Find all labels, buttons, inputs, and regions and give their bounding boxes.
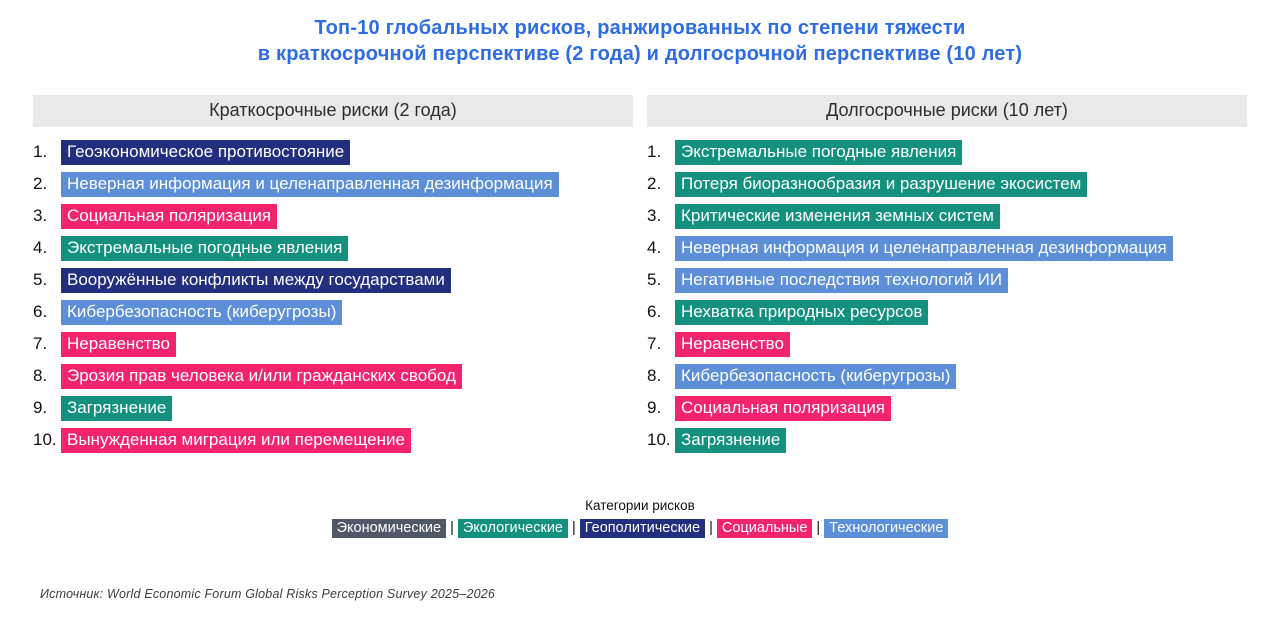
risk-chip-social: Неравенство — [61, 331, 176, 357]
risk-rank: 4. — [33, 238, 48, 258]
risk-rank: 6. — [33, 302, 48, 322]
risk-rank: 8. — [33, 366, 48, 386]
risk-item: 1. Экстремальные погодные явления — [647, 136, 1247, 168]
page-title: Топ-10 глобальных рисков, ранжированных … — [0, 0, 1280, 67]
risk-rank: 2. — [33, 174, 48, 194]
risk-chip-technological: Негативные последствия технологий ИИ — [675, 267, 1009, 293]
long-term-column: Долгосрочные риски (10 лет) 1. Экстремальн… — [647, 95, 1247, 456]
legend-chip-environmental: Экологические — [457, 519, 569, 539]
risk-item: 2. Потеря биоразнообразия и разрушение эк… — [647, 168, 1247, 200]
legend-chip-geopolitical: Геополитические — [579, 519, 706, 539]
risk-columns: Краткосрочные риски (2 года) 1. Геоэкономи… — [33, 95, 1247, 456]
risk-item: 9. Социальная поляризация — [647, 392, 1247, 424]
risk-rank: 1. — [33, 142, 48, 162]
risk-rank: 2. — [647, 174, 662, 194]
risk-rank: 7. — [647, 334, 662, 354]
risk-rank: 10. — [33, 430, 57, 450]
risk-chip-social: Социальная поляризация — [675, 395, 892, 421]
risk-chip-technological: Неверная информация и целенаправленная д… — [61, 171, 559, 197]
risk-rank: 9. — [33, 398, 48, 418]
risk-item: 9. Загрязнение — [33, 392, 633, 424]
risk-rank: 3. — [647, 206, 662, 226]
column-header: Долгосрочные риски (10 лет) — [647, 95, 1247, 128]
risk-rank: 5. — [647, 270, 662, 290]
legend-chip-technological: Технологические — [824, 519, 949, 539]
legend-separator: | — [450, 520, 454, 537]
risk-item: 7. Неравенство — [33, 328, 633, 360]
risk-item: 8. Эрозия прав человека и/или гражданских… — [33, 360, 633, 392]
risk-chip-environmental: Экстремальные погодные явления — [675, 139, 963, 165]
source-note: Источник: World Economic Forum Global Ri… — [40, 587, 496, 601]
risk-chip-environmental: Критические изменения земных систем — [675, 203, 1000, 229]
risk-chip-social: Неравенство — [675, 331, 790, 357]
risk-chip-technological: Кибербезопасность (киберугрозы) — [675, 363, 957, 389]
risk-chip-social: Эрозия прав человека и/или гражданских с… — [61, 363, 462, 389]
risk-list: 1. Геоэкономическое противостояние 2. Невер… — [33, 136, 633, 456]
risk-chip-environmental: Загрязнение — [675, 427, 787, 453]
short-term-column: Краткосрочные риски (2 года) 1. Геоэкономи… — [33, 95, 633, 456]
risk-chip-environmental: Экстремальные погодные явления — [61, 235, 349, 261]
legend-separator: | — [816, 520, 821, 537]
risk-rank: 7. — [33, 334, 48, 354]
risk-rank: 4. — [647, 238, 662, 258]
risk-rank: 6. — [647, 302, 662, 322]
risk-rank: 8. — [647, 366, 662, 386]
risk-item: 8. Кибербезопасность (киберугрозы) — [647, 360, 1247, 392]
legend-chip-social: Социальные — [716, 519, 813, 539]
risk-item: 2. Неверная информация и целенаправленная… — [33, 168, 633, 200]
risk-chip-environmental: Загрязнение — [61, 395, 173, 421]
page-title-line1: Топ-10 глобальных рисков, ранжированных … — [314, 17, 966, 39]
risk-rank: 10. — [647, 430, 671, 450]
risk-chip-environmental: Нехватка природных ресурсов — [675, 299, 929, 325]
risk-rank: 3. — [33, 206, 48, 226]
risk-rank: 1. — [647, 142, 662, 162]
legend: Категории рисков Экономические | Экологиче… — [0, 498, 1280, 539]
legend-row: Экономические | Экологические | Геополитичес… — [0, 519, 1280, 539]
page-title-line2: в краткосрочной перспективе (2 года) и д… — [257, 42, 1023, 65]
legend-chip-economic: Экономические — [331, 519, 447, 539]
risk-item: 10. Вынужденная миграция или перемещение — [33, 424, 633, 456]
risk-chip-geopolitical: Геоэкономическое противостояние — [61, 139, 351, 165]
legend-title: Категории рисков — [585, 498, 695, 514]
risk-item: 6. Нехватка природных ресурсов — [647, 296, 1247, 328]
risk-item: 3. Критические изменения земных систем — [647, 200, 1247, 232]
risk-item: 10. Загрязнение — [647, 424, 1247, 456]
legend-separator: | — [709, 520, 713, 537]
risk-item: 5. Вооружённые конфликты между государств… — [33, 264, 633, 296]
risk-item: 7. Неравенство — [647, 328, 1247, 360]
risk-chip-social: Вынужденная миграция или перемещение — [61, 427, 411, 453]
risk-chip-social: Социальная поляризация — [61, 203, 278, 229]
risk-chip-geopolitical: Вооружённые конфликты между государствам… — [61, 267, 451, 293]
column-header: Краткосрочные риски (2 года) — [33, 95, 633, 128]
risk-item: 4. Экстремальные погодные явления — [33, 232, 633, 264]
risk-rank: 5. — [33, 270, 48, 290]
risk-chip-technological: Неверная информация и целенаправленная д… — [675, 235, 1173, 261]
risk-item: 5. Негативные последствия технологий ИИ — [647, 264, 1247, 296]
risk-chip-technological: Кибербезопасность (киберугрозы) — [61, 299, 343, 325]
risk-rank: 9. — [647, 398, 662, 418]
risk-chip-environmental: Потеря биоразнообразия и разрушение экос… — [675, 171, 1088, 197]
legend-separator: | — [572, 520, 576, 537]
risk-item: 3. Социальная поляризация — [33, 200, 633, 232]
risk-item: 6. Кибербезопасность (киберугрозы) — [33, 296, 633, 328]
risk-item: 4. Неверная информация и целенаправленная… — [647, 232, 1247, 264]
risk-item: 1. Геоэкономическое противостояние — [33, 136, 633, 168]
risk-list: 1. Экстремальные погодные явления 2. Потеря… — [647, 136, 1247, 456]
